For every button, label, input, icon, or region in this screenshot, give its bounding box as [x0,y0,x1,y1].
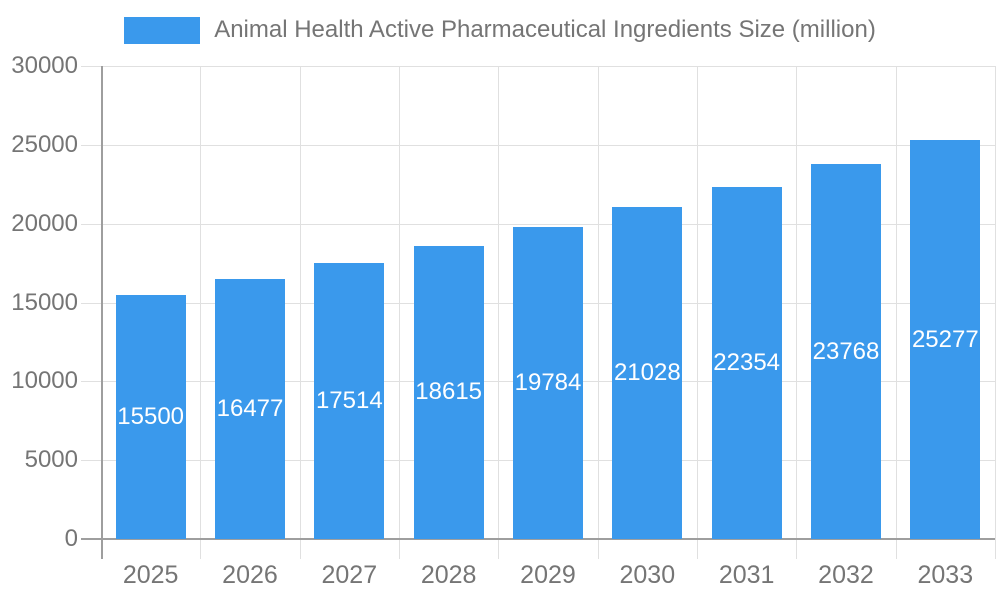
bar-value-2030: 21028 [613,359,681,387]
bar-value-2032: 23768 [812,337,880,365]
y-axis-label-25000: 25000 [11,130,78,158]
bar-value-2029: 19784 [514,369,582,397]
bar-2025[interactable] [115,294,186,539]
x-axis-label-2028: 2028 [420,561,477,589]
chart-legend[interactable]: Animal Health Active Pharmaceutical Ingr… [0,16,1000,44]
x-axis-label-2025: 2025 [122,561,179,589]
y-axis-label-5000: 5000 [24,446,78,474]
bar-value-2025: 15500 [117,402,185,430]
x-axis-label-2026: 2026 [222,561,278,589]
bar-2029[interactable] [513,227,583,539]
y-axis-label-30000: 30000 [11,52,78,79]
gridline-x-boundary-9 [995,66,996,559]
y-axis-label-0: 0 [64,525,78,552]
bar-value-2033: 25277 [911,325,979,353]
x-axis-label-2032: 2032 [818,561,874,589]
gridline-x-boundary-3 [399,66,400,559]
gridline-y-25000 [81,144,995,146]
gridline-x-boundary-4 [498,66,500,559]
legend-swatch[interactable] [124,16,201,44]
bar-2031[interactable] [711,186,782,539]
gridline-x-boundary-2 [299,66,301,559]
bar-2027[interactable] [314,262,385,539]
bar-value-2028: 18615 [415,378,483,406]
gridline-y-30000 [81,66,995,67]
gridline-x-boundary-8 [895,66,897,559]
gridline-x-boundary-6 [697,66,698,559]
y-axis-label-20000: 20000 [11,209,78,237]
x-axis-label-2029: 2029 [520,561,576,589]
bar-2026[interactable] [215,279,285,539]
legend-label: Animal Health Active Pharmaceutical Ingr… [214,16,876,43]
y-axis-line [101,66,103,559]
x-axis-label-2030: 2030 [619,561,676,589]
bar-value-2026: 16477 [216,395,284,423]
bar-2033[interactable] [910,140,981,539]
x-axis-label-2033: 2033 [917,561,974,589]
gridline-y-20000 [81,223,995,225]
bar-2028[interactable] [413,245,484,539]
bar-2032[interactable] [811,164,881,539]
gridline-x-boundary-1 [200,66,202,559]
x-axis-label-2027: 2027 [321,561,378,589]
bar-2030[interactable] [612,207,683,539]
y-axis-label-10000: 10000 [11,367,78,395]
bar-value-2027: 17514 [315,386,383,414]
bar-value-2031: 22354 [713,348,781,376]
gridline-x-boundary-5 [597,66,599,559]
gridline-x-boundary-7 [796,66,798,559]
x-axis-label-2031: 2031 [718,561,775,589]
y-axis-label-15000: 15000 [11,288,78,316]
x-axis-line [81,538,995,540]
